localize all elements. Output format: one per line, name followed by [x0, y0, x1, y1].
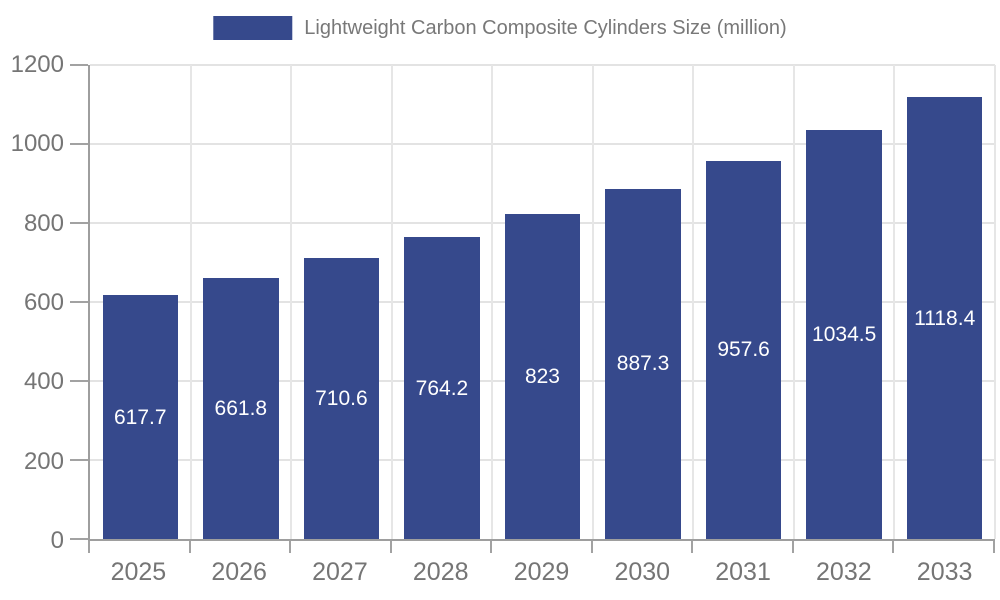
v-gridline — [893, 65, 896, 539]
bar-2033[interactable]: 1118.4 — [907, 97, 983, 539]
plot-area: 617.7 661.8 710.6 764.2 823 887.3 957.6 1034.5 1… — [70, 64, 996, 553]
bar-value-label: 887.3 — [616, 352, 670, 376]
bar-value-label: 957.6 — [717, 338, 770, 362]
x-axis-tick — [590, 541, 593, 553]
x-axis-tick — [993, 541, 995, 553]
v-gridline — [290, 65, 293, 539]
bar-2028[interactable]: 764.2 — [404, 237, 480, 539]
x-axis-tick-label: 2031 — [715, 558, 771, 586]
y-axis-tick-label: 200 — [23, 447, 64, 475]
bar-value-label: 823 — [524, 364, 560, 388]
x-axis-tick-label: 2026 — [211, 558, 267, 586]
x-axis-tick — [490, 541, 493, 553]
x-axis-tick — [791, 541, 794, 553]
bar-value-label: 1118.4 — [914, 306, 976, 330]
x-axis-tick-label: 2025 — [110, 558, 167, 586]
v-gridline — [792, 65, 795, 539]
legend-swatch — [213, 16, 293, 40]
v-gridline — [491, 65, 494, 539]
v-gridline — [189, 65, 192, 539]
v-gridline — [390, 65, 393, 539]
legend-item[interactable]: Lightweight Carbon Composite Cylinders S… — [213, 16, 787, 40]
x-axis-tick — [289, 541, 292, 553]
x-axis-tick — [691, 541, 694, 553]
y-axis-tick — [70, 538, 88, 540]
bar-2027[interactable]: 710.6 — [303, 258, 380, 539]
v-gridline — [994, 65, 996, 539]
x-axis-labels: 2025 2026 2027 2028 2029 2030 2031 2032 2033 — [88, 557, 995, 593]
x-axis-tick — [188, 541, 191, 553]
y-axis-tick-label: 1000 — [10, 130, 64, 158]
bar-2025[interactable]: 617.7 — [102, 295, 178, 539]
v-gridline — [692, 65, 695, 539]
bar-value-label: 764.2 — [415, 376, 469, 400]
bar-2031[interactable]: 957.6 — [705, 160, 782, 539]
bar-value-label: 710.6 — [315, 387, 368, 411]
x-axis-tick-label: 2027 — [312, 558, 368, 586]
x-axis-tick-label: 2029 — [513, 558, 570, 586]
bar-2030[interactable]: 887.3 — [605, 188, 681, 539]
y-axis-tick-label: 800 — [23, 209, 64, 237]
bar-2026[interactable]: 661.8 — [203, 277, 279, 539]
y-axis-tick — [70, 301, 88, 303]
bar-value-label: 661.8 — [214, 396, 268, 420]
x-axis-tick-label: 2032 — [816, 558, 872, 586]
bar-value-label: 1034.5 — [812, 323, 877, 347]
h-gridline — [90, 143, 995, 145]
y-axis-tick-label: 0 — [50, 527, 64, 554]
y-axis-tick — [70, 64, 88, 66]
y-axis-tick — [70, 143, 88, 145]
bar-value-label: 617.7 — [113, 405, 167, 429]
y-axis-tick-label: 600 — [23, 289, 64, 316]
y-axis-tick — [70, 222, 88, 225]
v-gridline — [591, 65, 594, 539]
h-gridline — [90, 64, 995, 66]
y-axis-labels: 0 200 400 600 800 1000 1200 — [0, 53, 64, 553]
x-axis-tick-label: 2028 — [412, 558, 469, 586]
y-axis-tick-label: 1200 — [10, 51, 64, 78]
x-axis-tick — [389, 541, 392, 553]
y-axis-tick — [70, 380, 88, 383]
x-axis-tick — [88, 541, 90, 553]
bar-2029[interactable]: 823 — [504, 213, 581, 539]
x-axis-tick — [892, 541, 895, 553]
y-axis-tick-label: 400 — [23, 368, 64, 396]
bar-2032[interactable]: 1034.5 — [806, 130, 882, 539]
y-axis-tick — [70, 459, 88, 462]
x-axis-tick-label: 2033 — [916, 558, 973, 586]
legend-label: Lightweight Carbon Composite Cylinders S… — [304, 16, 787, 39]
x-axis-tick-label: 2030 — [614, 558, 671, 586]
